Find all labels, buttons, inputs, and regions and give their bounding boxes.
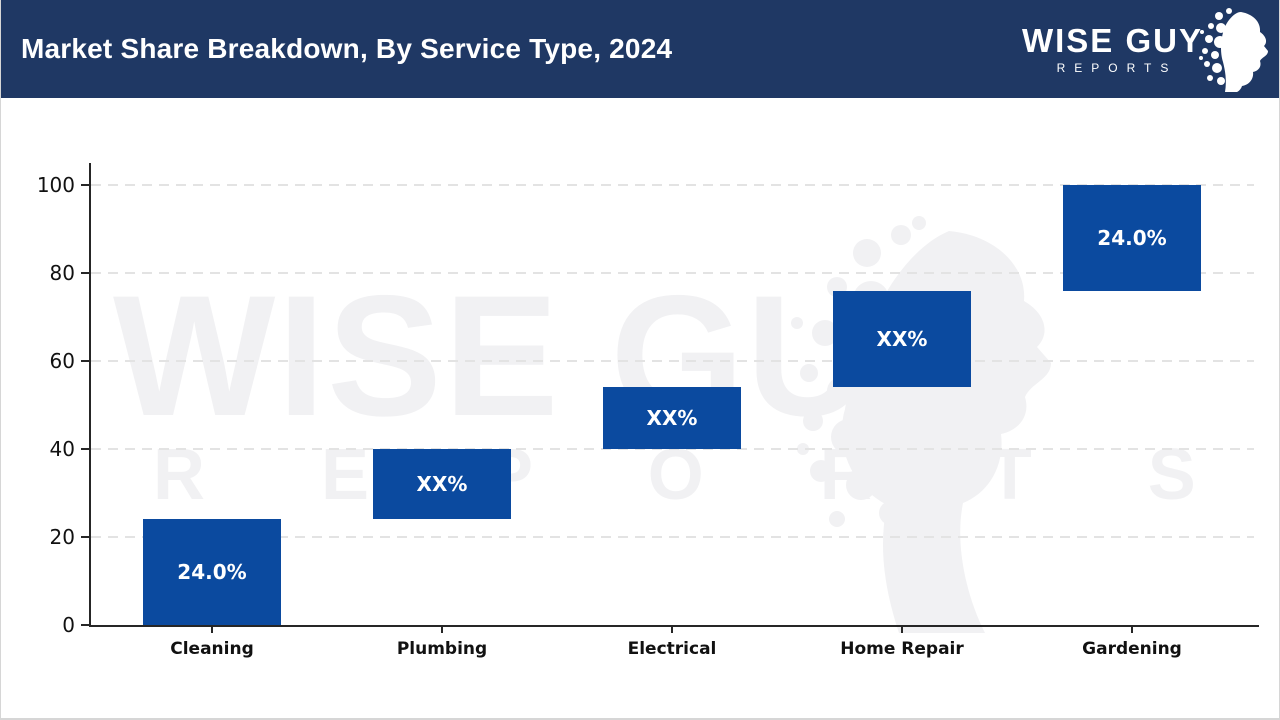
logo-wordmark: WISE GUY REPORTS [1022, 24, 1203, 75]
gridline-60 [91, 360, 1254, 362]
bar-value-label: 24.0% [1097, 225, 1167, 250]
x-tick-3 [901, 627, 903, 633]
y-tick-label-80: 80 [49, 261, 75, 285]
y-axis [89, 163, 91, 627]
watermark-subtext: R E P O R T S [153, 435, 1244, 515]
bar-cleaning: 24.0% [143, 519, 281, 625]
bar-electrical: XX% [603, 387, 741, 449]
y-tick-80 [81, 272, 89, 274]
bar-value-label: XX% [876, 326, 928, 351]
y-tick-label-100: 100 [36, 173, 75, 197]
bar-plumbing: XX% [373, 449, 511, 520]
watermark-head-graphic [791, 216, 1051, 633]
x-axis-label-4: Gardening [1082, 639, 1182, 659]
x-axis-label-1: Plumbing [396, 639, 488, 659]
y-tick-20 [81, 536, 89, 538]
y-tick-label-0: 0 [62, 613, 75, 637]
page-title: Market Share Breakdown, By Service Type,… [21, 33, 673, 64]
y-tick-label-20: 20 [49, 525, 75, 549]
y-tick-label-40: 40 [49, 437, 75, 461]
y-tick-label-60: 60 [49, 349, 75, 373]
x-axis-label-3: Home Repair [840, 639, 964, 659]
bar-value-label: XX% [646, 406, 698, 431]
logo-word: WISE GUY [1021, 21, 1203, 59]
x-tick-1 [441, 627, 443, 633]
bar-value-label: 24.0% [177, 560, 247, 585]
brand-logo: WISE GUY REPORTS [1022, 6, 1275, 92]
gridline-40 [91, 448, 1254, 450]
y-tick-60 [81, 360, 89, 362]
logo-head-icon [1199, 8, 1268, 92]
y-tick-100 [81, 184, 89, 186]
bar-gardening: 24.0% [1063, 185, 1201, 291]
logo-subtext: REPORTS [1056, 60, 1178, 75]
header: Market Share Breakdown, By Service Type,… [1, 0, 1279, 98]
x-axis-label-0: Cleaning [170, 639, 254, 659]
gridline-80 [91, 272, 1254, 274]
x-tick-4 [1131, 627, 1133, 633]
x-axis [89, 625, 1259, 627]
x-tick-0 [211, 627, 213, 633]
y-tick-40 [81, 448, 89, 450]
bar-value-label: XX% [416, 472, 468, 497]
y-tick-0 [81, 624, 89, 626]
bar-home-repair: XX% [833, 290, 971, 388]
gridline-20 [91, 536, 1254, 538]
x-axis-label-2: Electrical [627, 639, 717, 659]
x-tick-2 [671, 627, 673, 633]
gridline-100 [91, 184, 1254, 186]
